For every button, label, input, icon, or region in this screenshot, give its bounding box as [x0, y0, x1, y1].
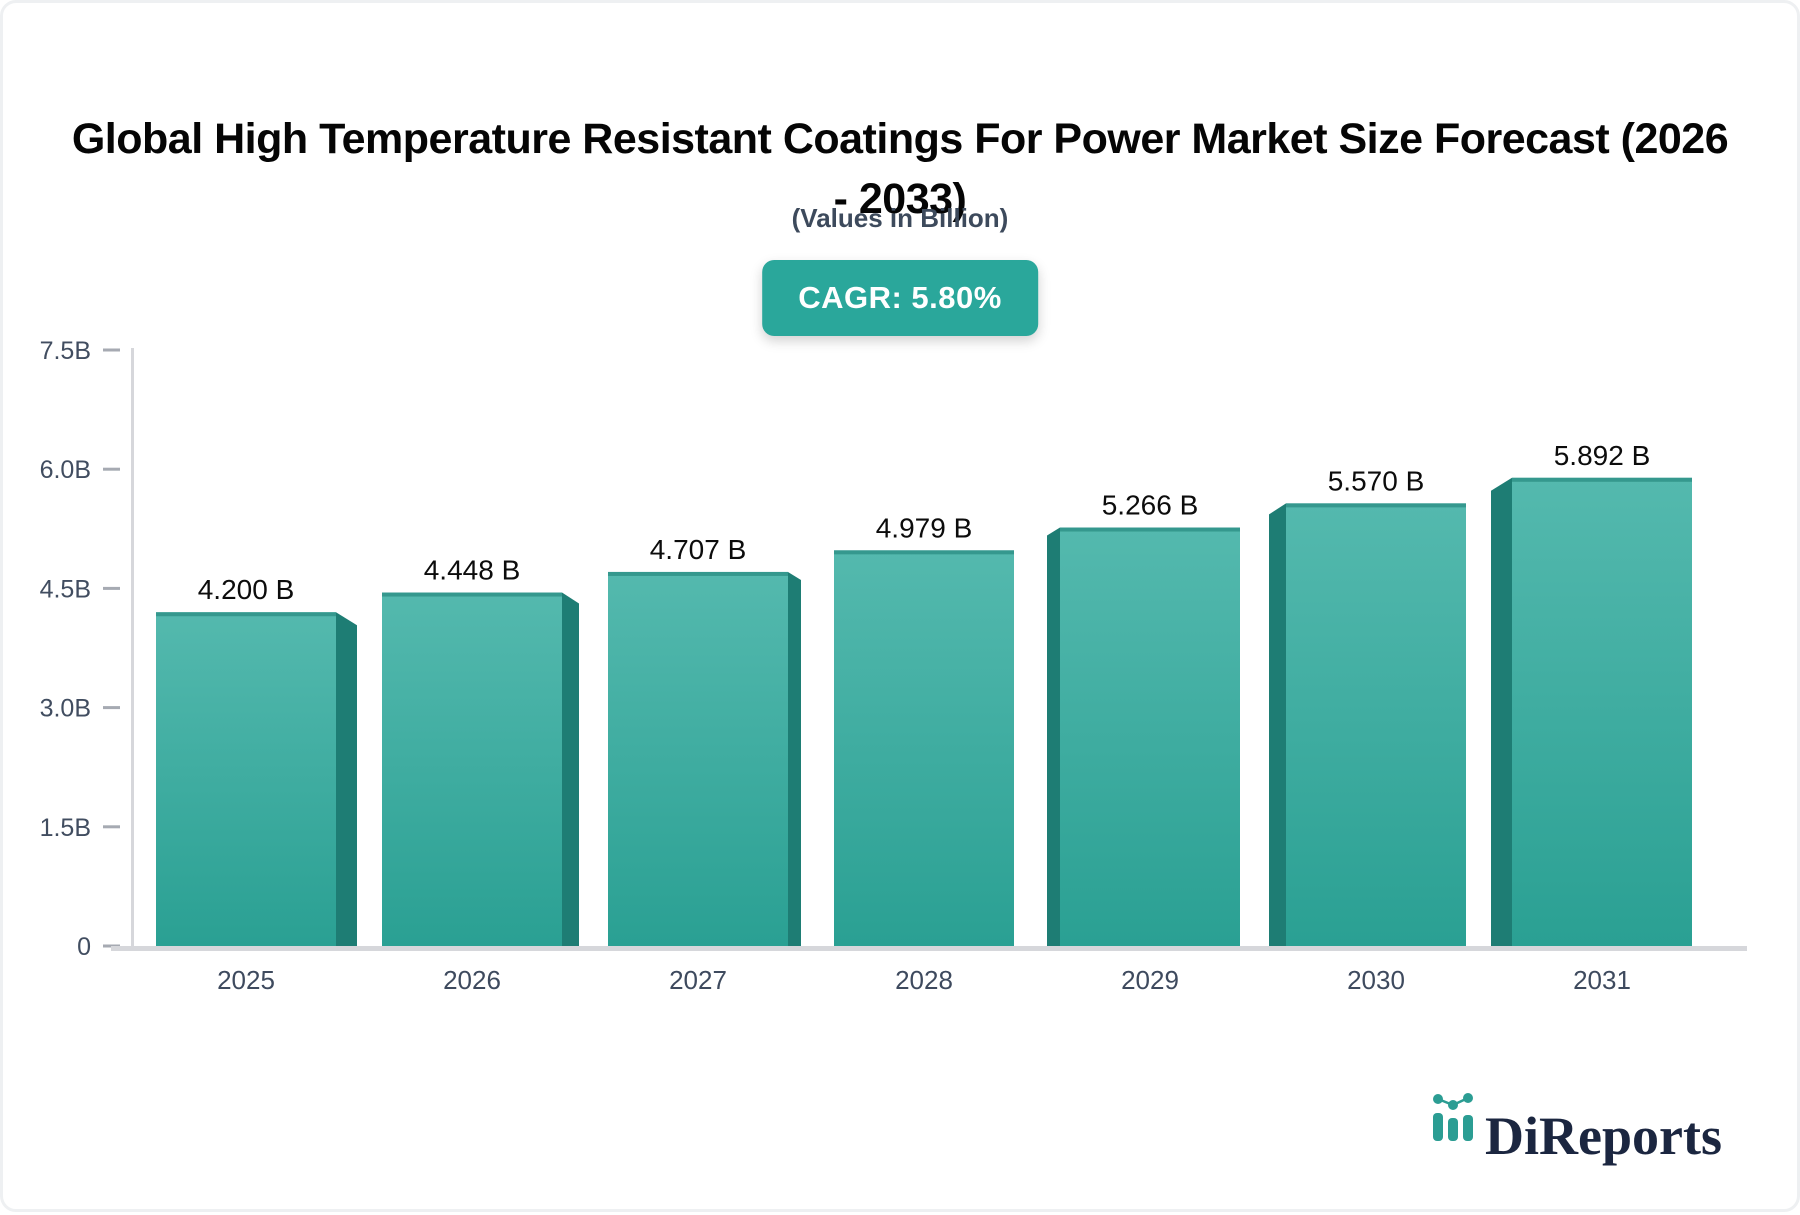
bar-face [382, 592, 562, 946]
y-axis-label: 6.0B [40, 456, 91, 484]
chart-subtitle: (Values in Billion) [791, 203, 1009, 233]
chart-title-line1: Global High Temperature Resistant Coatin… [71, 115, 1729, 163]
bar-face [1060, 527, 1240, 946]
bar-top-edge [382, 592, 562, 597]
bar-value-label: 4.448 B [424, 555, 521, 586]
bar-side [788, 571, 801, 946]
bar-group-2031: 5.892 B 2031 [1491, 440, 1692, 995]
direports-logo-icon [1433, 1093, 1473, 1141]
y-axis-label: 0 [77, 933, 91, 961]
x-axis-label: 2025 [217, 965, 275, 995]
x-axis-label: 2026 [443, 965, 501, 995]
bar-top-edge [1512, 477, 1692, 482]
x-axis-label: 2027 [669, 965, 727, 995]
bar-side [1269, 503, 1286, 946]
bar-face [834, 550, 1014, 946]
bar-top-edge [1060, 527, 1240, 532]
chart-title: Global High Temperature Resistant Coatin… [3, 109, 1797, 229]
bar-top-edge [834, 550, 1014, 555]
bar-value-label: 4.707 B [650, 534, 747, 565]
bar-side [562, 592, 579, 946]
bar-top-edge [156, 612, 336, 617]
bar-value-label: 5.266 B [1102, 490, 1199, 521]
chart-title-line2: - 2033) [833, 175, 967, 223]
bar-top-edge [608, 571, 788, 576]
y-axis-label: 3.0B [40, 695, 91, 723]
y-axis-tick [103, 348, 120, 352]
direports-logo[interactable]: DiReports [1431, 1089, 1722, 1167]
bar-value-label: 5.892 B [1554, 440, 1651, 471]
y-axis-tick [103, 825, 120, 829]
bar-value-label: 5.570 B [1328, 465, 1425, 496]
bar-side [336, 612, 357, 946]
y-axis-label: 1.5B [40, 814, 91, 842]
bar-group-2028: 4.979 B 2028 [834, 512, 1014, 995]
direports-logo-text: DiReports [1485, 1105, 1722, 1166]
bar-group-2025: 4.200 B 2025 [156, 574, 357, 995]
y-axis-tick [103, 706, 120, 710]
bar-chart: 7.5B 6.0B 4.5B 3.0B 1.5B 0 4.200 B 2025 4.448 B 2… [40, 337, 1747, 995]
x-axis-label: 2028 [895, 965, 953, 995]
y-axis-line [131, 348, 134, 950]
x-axis-label: 2030 [1347, 965, 1405, 995]
bar-group-2030: 5.570 B 2030 [1269, 465, 1466, 995]
bar-face [1286, 503, 1466, 946]
bar-value-label: 4.979 B [876, 512, 973, 543]
y-axis-label: 4.5B [40, 575, 91, 603]
bar-group-2027: 4.707 B 2027 [608, 534, 801, 995]
bar-top-edge [1286, 503, 1466, 508]
bar-value-label: 4.200 B [198, 574, 295, 605]
y-axis-label: 7.5B [40, 337, 91, 365]
bar-side [1491, 477, 1512, 946]
bar-side [1047, 527, 1060, 946]
bar-group-2029: 5.266 B 2029 [1047, 490, 1240, 995]
cagr-badge: CAGR: 5.80% [762, 260, 1038, 336]
y-axis-tick [103, 586, 120, 590]
bar-face [1512, 477, 1692, 946]
bar-face [608, 571, 788, 946]
y-axis-tick [103, 467, 120, 471]
bar-group-2026: 4.448 B 2026 [382, 555, 579, 995]
bar-face [156, 612, 336, 946]
x-axis-line [111, 946, 1747, 951]
x-axis-label: 2029 [1121, 965, 1179, 995]
x-axis-label: 2031 [1573, 965, 1631, 995]
